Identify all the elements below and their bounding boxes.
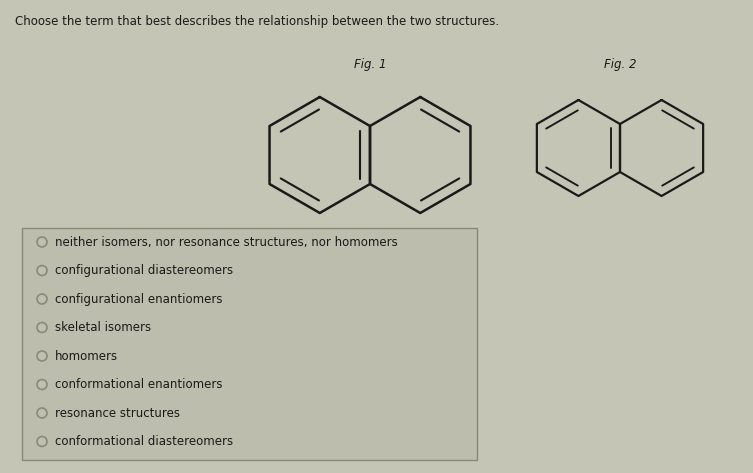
Text: homomers: homomers (55, 350, 118, 362)
Text: resonance structures: resonance structures (55, 406, 180, 420)
Text: Fig. 1: Fig. 1 (354, 58, 386, 71)
Circle shape (38, 353, 45, 359)
Circle shape (38, 267, 45, 274)
Text: skeletal isomers: skeletal isomers (55, 321, 151, 334)
Text: conformational diastereomers: conformational diastereomers (55, 435, 233, 448)
Text: neither isomers, nor resonance structures, nor homomers: neither isomers, nor resonance structure… (55, 236, 398, 248)
Circle shape (38, 324, 45, 331)
Circle shape (38, 410, 45, 416)
Text: conformational enantiomers: conformational enantiomers (55, 378, 222, 391)
Text: configurational diastereomers: configurational diastereomers (55, 264, 233, 277)
Circle shape (38, 381, 45, 388)
FancyBboxPatch shape (22, 228, 477, 460)
Text: Fig. 2: Fig. 2 (604, 58, 636, 71)
Text: Choose the term that best describes the relationship between the two structures.: Choose the term that best describes the … (15, 15, 499, 28)
Circle shape (38, 438, 45, 445)
Circle shape (38, 296, 45, 302)
Text: configurational enantiomers: configurational enantiomers (55, 292, 222, 306)
Circle shape (38, 239, 45, 245)
